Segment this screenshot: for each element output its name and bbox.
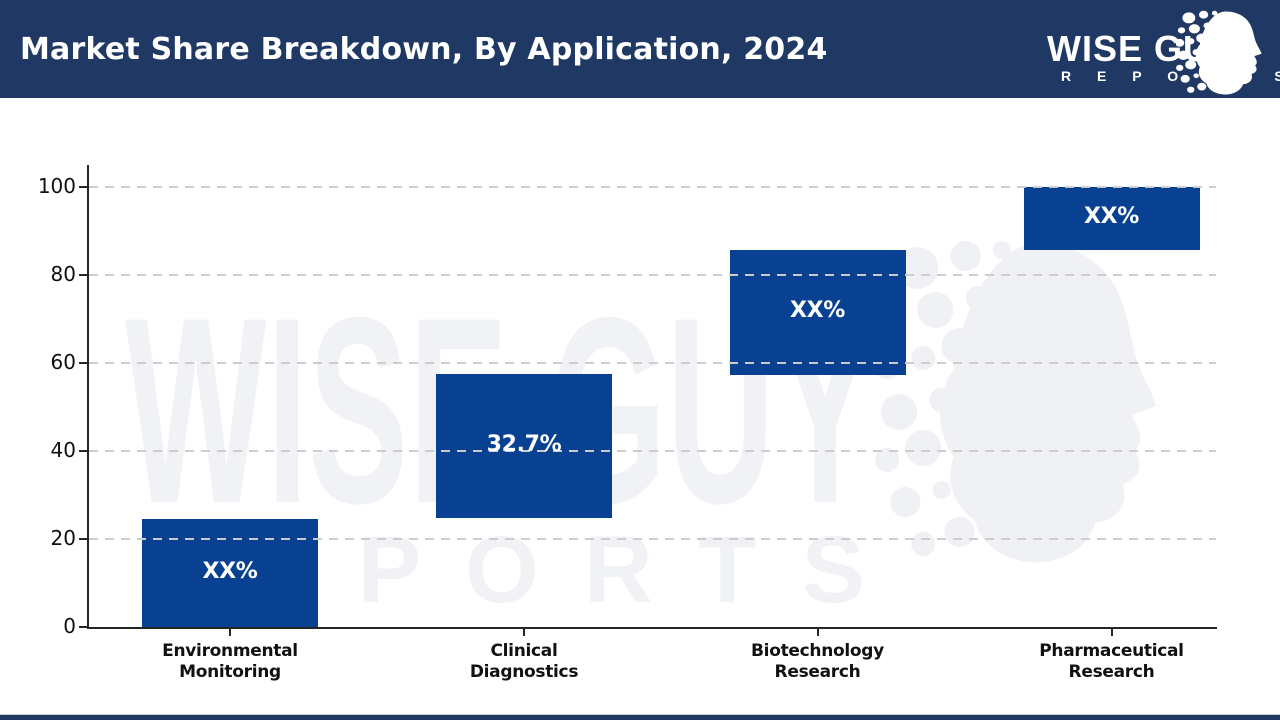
y-tick-label-100: 100 [37, 173, 76, 198]
bar-value-label: XX% [202, 559, 258, 585]
logo-face-icon [1176, 10, 1268, 96]
logo: WISE GUY R E P O R T S [1011, 6, 1280, 96]
x-tick-mark [816, 628, 819, 636]
x-tick-mark [229, 628, 231, 636]
y-tick-label-0: 0 [63, 614, 76, 638]
footer-bar [0, 714, 1280, 720]
x-category-label: Environmental Monitoring [162, 641, 298, 682]
x-tick-mark [1110, 628, 1113, 636]
grid-line-80 [89, 273, 1216, 276]
x-category-label: Clinical Diagnostics [469, 641, 579, 682]
y-tick-label-60: 60 [50, 349, 76, 374]
watermark-face-icon [875, 238, 1177, 568]
y-tick-mark-40 [79, 449, 87, 452]
bar-value-label: 32.7% [486, 432, 562, 458]
bar-segment [142, 519, 318, 627]
grid-line-100 [89, 185, 1216, 188]
bar-value-label: XX% [789, 298, 846, 324]
header: Market Share Breakdown, By Application, … [0, 0, 1280, 98]
y-tick-mark-80 [79, 273, 87, 276]
y-tick-mark-0 [79, 626, 87, 628]
y-tick-label-80: 80 [50, 261, 76, 286]
y-tick-mark-100 [79, 185, 87, 188]
bar-segment [436, 374, 612, 519]
bar-segment [1023, 186, 1200, 250]
bar-segment [729, 249, 906, 376]
page-title: Market Share Breakdown, By Application, … [20, 32, 828, 67]
y-tick-label-40: 40 [50, 437, 76, 462]
x-category-label: Biotechnology Research [751, 641, 884, 682]
y-tick-mark-60 [79, 361, 87, 364]
y-axis-line [87, 165, 89, 629]
grid-line-20 [89, 537, 1216, 540]
y-tick-mark-20 [79, 537, 87, 540]
bar-value-label: XX% [1083, 204, 1140, 230]
x-category-label: Pharmaceutical Research [1039, 641, 1184, 682]
y-tick-label-20: 20 [50, 525, 76, 550]
x-axis-line [87, 627, 1217, 629]
x-tick-mark [523, 628, 525, 636]
grid-line-60 [89, 361, 1216, 364]
grid-line-40 [89, 449, 1216, 452]
